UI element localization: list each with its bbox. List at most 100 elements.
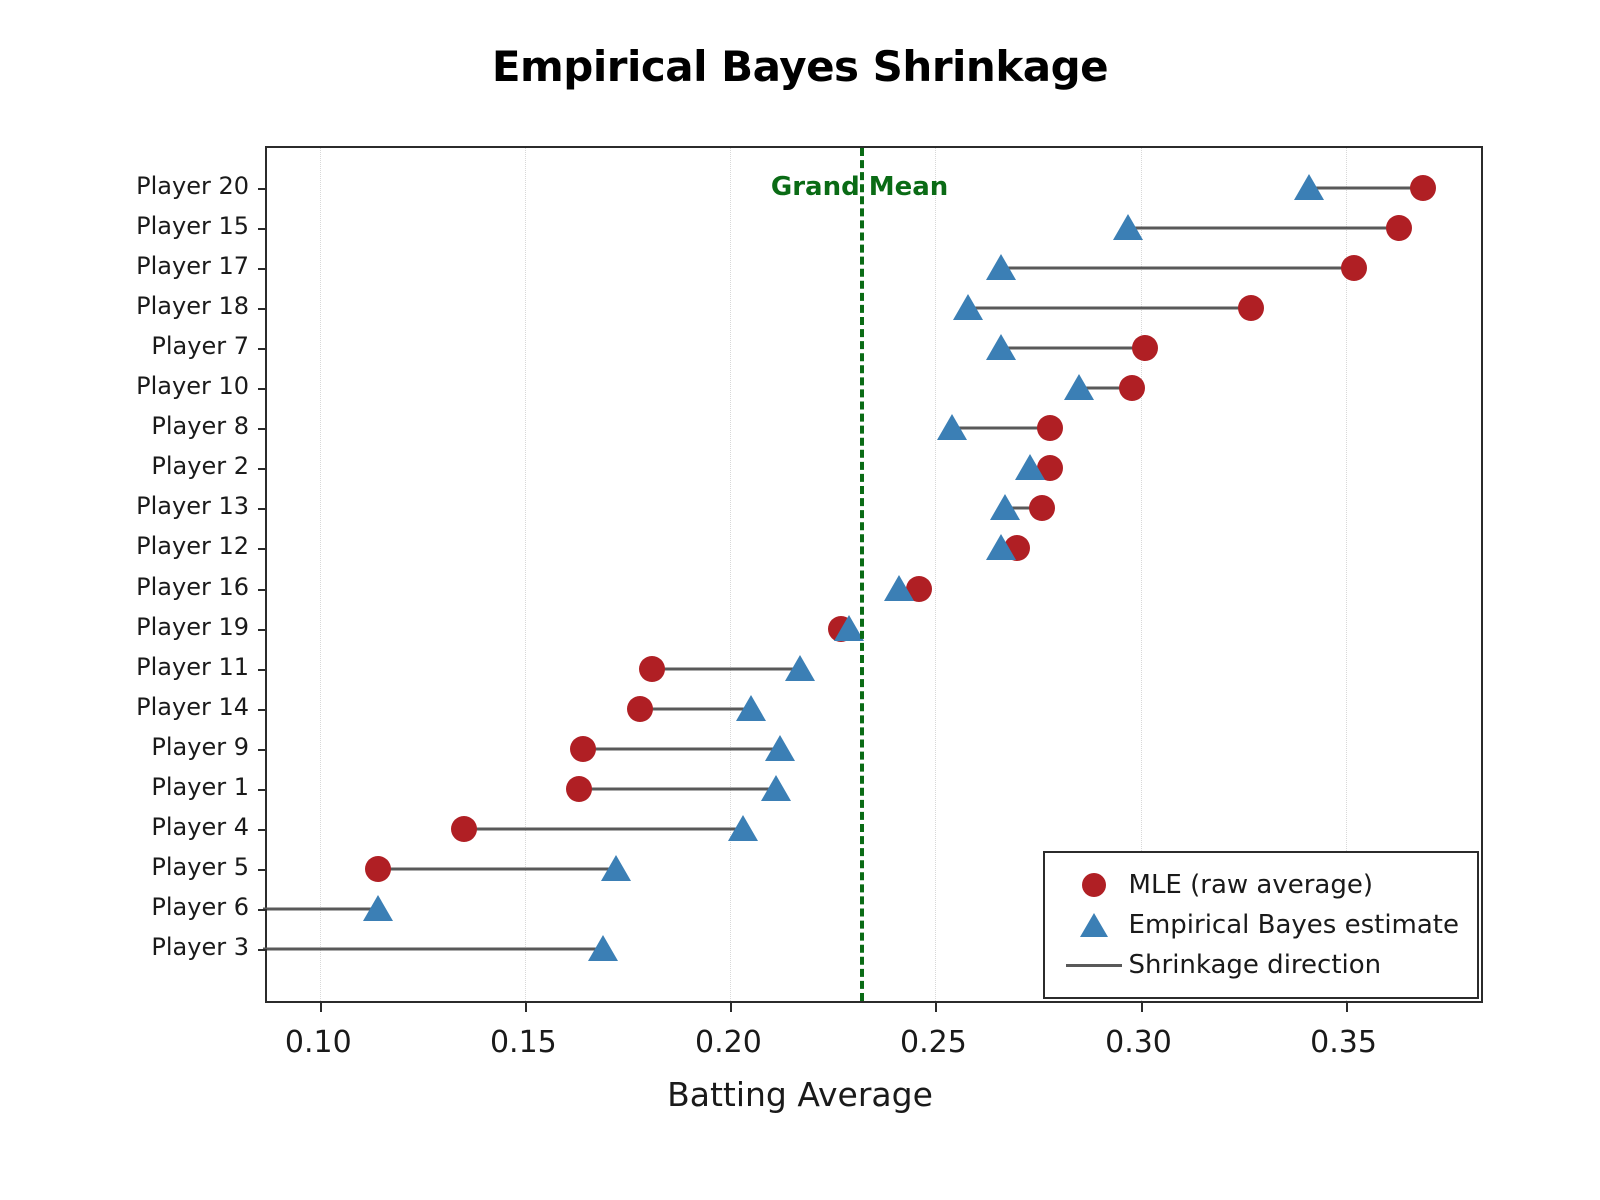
gridline [1345, 148, 1347, 1001]
eb-point [883, 574, 914, 601]
mle-point [1131, 335, 1158, 362]
y-tick-mark [258, 428, 267, 431]
y-tick-label: Player 2 [151, 452, 249, 481]
mle-point [1119, 375, 1146, 402]
eb-point [588, 934, 619, 961]
y-tick-mark [258, 788, 267, 791]
eb-point [735, 694, 766, 721]
circle-marker-icon [1059, 873, 1129, 897]
y-tick-mark [258, 228, 267, 231]
y-tick-label: Player 12 [136, 532, 249, 561]
mle-point [1385, 215, 1412, 242]
shrinkage-line [263, 907, 378, 911]
shrinkage-line [1001, 346, 1145, 350]
gridline [1140, 148, 1142, 1001]
y-tick-label: Player 20 [136, 172, 249, 201]
shrinkage-line [968, 306, 1252, 310]
mle-point [1410, 175, 1437, 202]
eb-point [764, 734, 795, 761]
eb-point [1064, 374, 1094, 401]
x-tick-label: 0.30 [1105, 1025, 1172, 1060]
y-tick-mark [258, 188, 267, 191]
shrinkage-line [640, 707, 751, 711]
y-tick-mark [258, 828, 267, 831]
shrinkage-line [463, 827, 743, 831]
line-marker-icon [1059, 963, 1129, 967]
eb-point [990, 494, 1021, 521]
y-tick-mark [258, 268, 267, 271]
x-tick-mark [1345, 1001, 1348, 1012]
x-tick-mark [320, 1001, 323, 1012]
eb-point [953, 294, 984, 321]
grand-mean-label: Grand Mean [770, 172, 949, 202]
y-tick-label: Player 7 [151, 332, 249, 361]
y-tick-mark [258, 708, 267, 711]
mle-point [1037, 415, 1064, 442]
eb-point [362, 894, 393, 921]
x-tick-mark [525, 1001, 528, 1012]
mle-point [627, 695, 654, 722]
shrinkage-line [1308, 186, 1424, 190]
x-tick-label: 0.25 [900, 1025, 967, 1060]
x-tick-label: 0.10 [284, 1025, 352, 1060]
shrinkage-line [263, 947, 604, 951]
y-tick-mark [258, 908, 267, 911]
y-tick-mark [258, 668, 267, 671]
x-tick-label: 0.15 [489, 1025, 557, 1060]
eb-point [986, 534, 1017, 561]
shrinkage-line [951, 426, 1051, 430]
eb-point [760, 774, 791, 801]
mle-point [569, 735, 596, 762]
gridline [730, 148, 732, 1001]
y-tick-mark [258, 348, 267, 351]
mle-point [565, 775, 592, 802]
shrinkage-line [652, 667, 801, 671]
y-tick-label: Player 5 [151, 852, 249, 881]
triangle-marker-icon [1059, 913, 1129, 937]
y-tick-label: Player 14 [136, 692, 249, 721]
x-tick-mark [1140, 1001, 1143, 1012]
mle-point [1238, 295, 1265, 322]
x-tick-mark [935, 1001, 938, 1012]
legend: MLE (raw average) Empirical Bayes estima… [1042, 851, 1479, 999]
y-tick-mark [258, 468, 267, 471]
shrinkage-line [1128, 226, 1399, 230]
y-tick-label: Player 11 [136, 652, 249, 681]
shrinkage-line [582, 747, 780, 751]
y-tick-mark [258, 948, 267, 951]
x-tick-label: 0.20 [695, 1025, 762, 1060]
shrinkage-line [377, 867, 616, 871]
y-tick-mark [258, 308, 267, 311]
y-tick-label: Player 4 [151, 812, 249, 841]
grand-mean-line [859, 148, 864, 1001]
legend-item-shrinkage: Shrinkage direction [1059, 945, 1459, 985]
y-tick-label: Player 9 [151, 732, 249, 761]
y-tick-label: Player 13 [136, 492, 249, 521]
y-tick-mark [258, 388, 267, 391]
shrinkage-line [1001, 266, 1354, 270]
y-tick-mark [258, 548, 267, 551]
eb-point [1113, 214, 1144, 241]
eb-point [1014, 454, 1045, 481]
y-tick-label: Player 17 [136, 252, 249, 281]
y-tick-mark [258, 588, 267, 591]
legend-label-shrinkage: Shrinkage direction [1128, 950, 1382, 980]
x-axis-title: Batting Average [667, 1075, 933, 1114]
gridline [935, 148, 937, 1001]
eb-point [1293, 174, 1324, 201]
shrinkage-line [578, 787, 776, 791]
eb-point [727, 814, 758, 841]
y-tick-mark [258, 628, 267, 631]
y-tick-label: Player 6 [151, 892, 249, 921]
mle-point [639, 655, 666, 682]
legend-item-mle: MLE (raw average) [1059, 865, 1459, 905]
eb-point [600, 854, 631, 881]
shrinkage-line [1005, 506, 1043, 510]
x-tick-mark [730, 1001, 733, 1012]
mle-point [450, 815, 477, 842]
mle-point [1340, 255, 1367, 282]
y-tick-mark [258, 868, 267, 871]
y-tick-mark [258, 508, 267, 511]
eb-point [986, 334, 1017, 361]
